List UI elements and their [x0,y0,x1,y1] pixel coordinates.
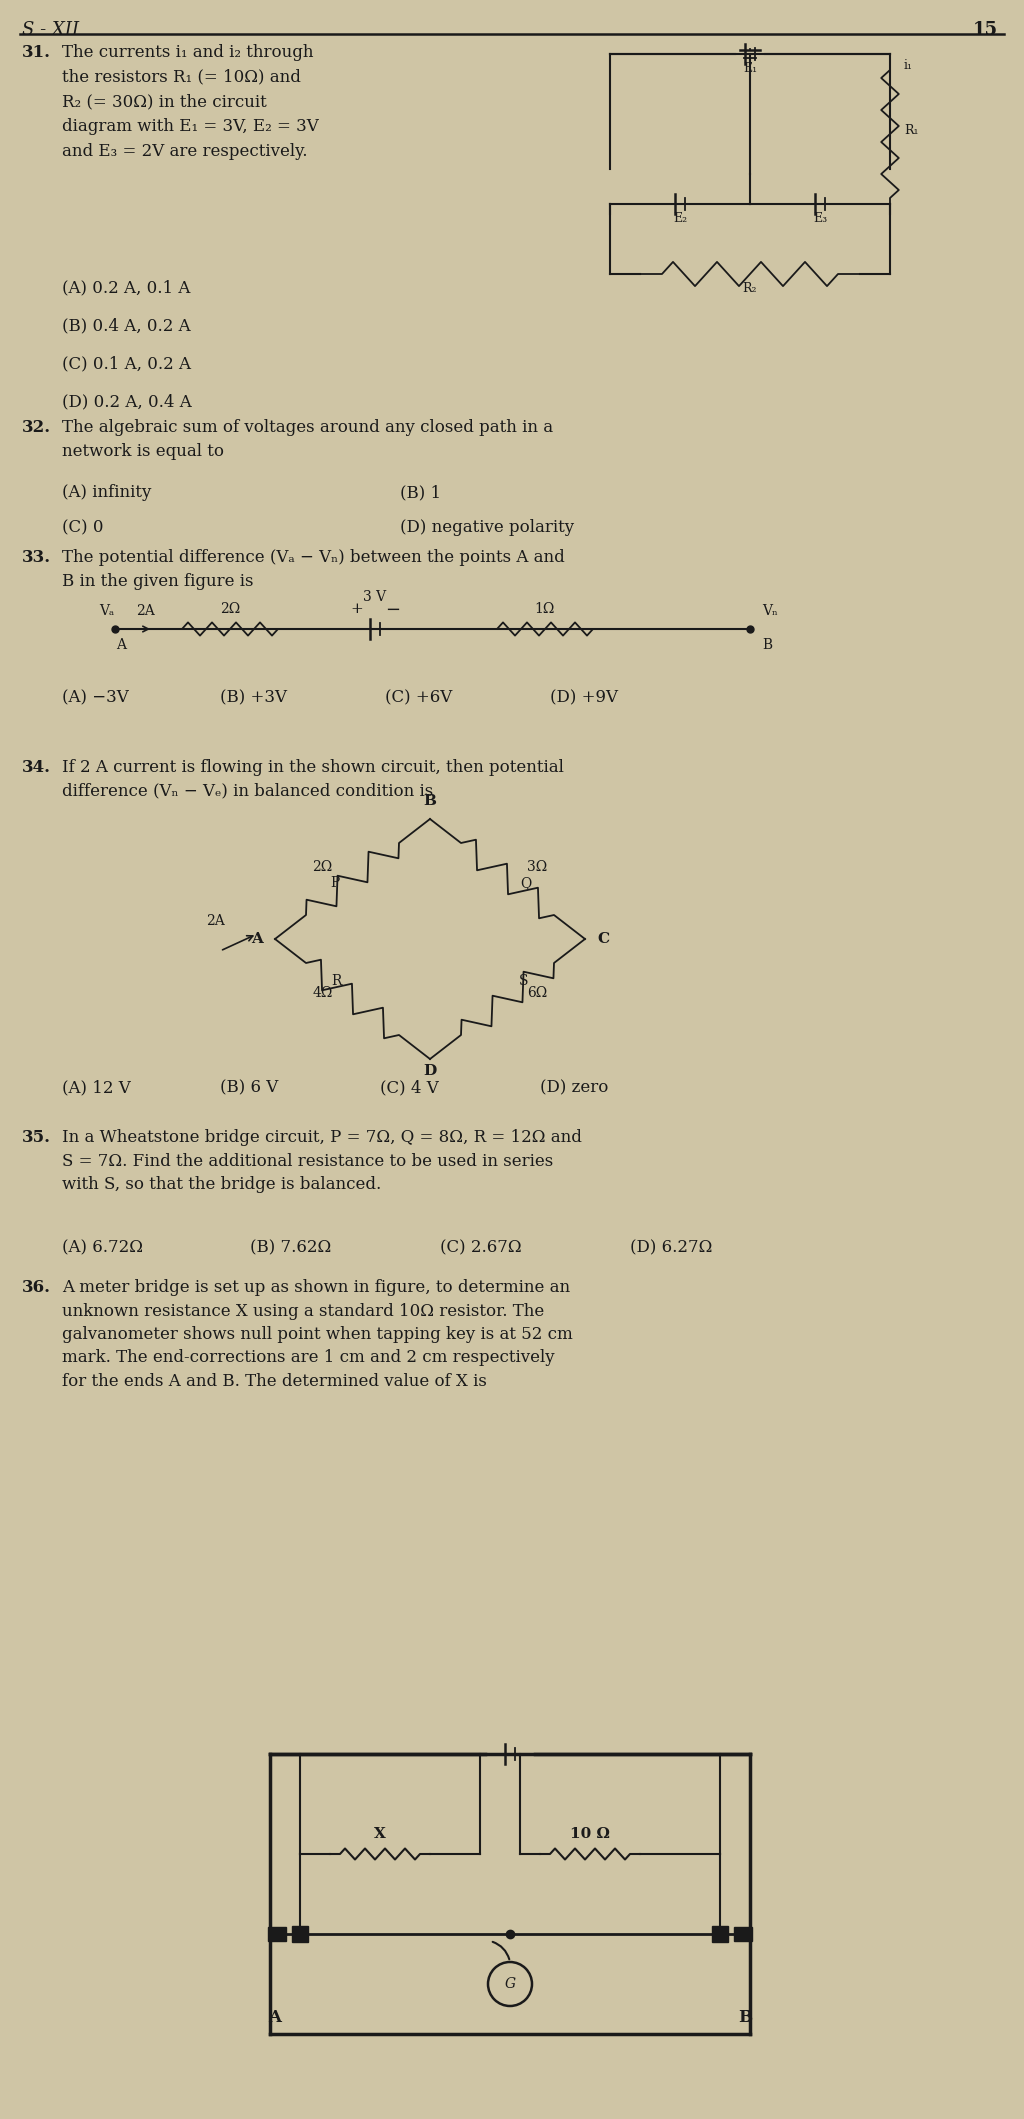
Text: 32.: 32. [22,420,51,437]
Text: 3Ω: 3Ω [527,860,548,873]
Text: B: B [424,795,436,807]
Text: (A) 6.72Ω: (A) 6.72Ω [62,1240,143,1257]
Text: (A) −3V: (A) −3V [62,689,129,706]
Text: (B) 1: (B) 1 [400,483,441,500]
Text: (C) 0.1 A, 0.2 A: (C) 0.1 A, 0.2 A [62,356,191,373]
Text: 2A: 2A [206,913,224,928]
Text: B: B [762,638,772,653]
Text: Vₐ: Vₐ [99,604,115,619]
Bar [268,1926,286,1941]
Text: Q: Q [520,875,531,890]
Text: (D) +9V: (D) +9V [550,689,618,706]
Text: (A) 12 V: (A) 12 V [62,1079,131,1096]
Text: 10 Ω: 10 Ω [570,1827,610,1841]
Text: Vₙ: Vₙ [762,604,778,619]
Text: (A) 0.2 A, 0.1 A: (A) 0.2 A, 0.1 A [62,280,190,297]
Text: (B) 6 V: (B) 6 V [220,1079,279,1096]
Text: P: P [330,875,339,890]
Text: E₂: E₂ [673,212,687,225]
Bar [292,1926,308,1941]
Text: (A) infinity: (A) infinity [62,483,152,500]
Text: The potential difference (Vₐ − Vₙ) between the points A and
B in the given figur: The potential difference (Vₐ − Vₙ) betwe… [62,549,565,589]
Text: 2Ω: 2Ω [312,860,333,873]
Text: D: D [423,1064,436,1079]
Text: E₃: E₃ [813,212,827,225]
Bar [734,1926,752,1941]
Text: (D) 0.2 A, 0.4 A: (D) 0.2 A, 0.4 A [62,392,191,409]
Text: (B) 7.62Ω: (B) 7.62Ω [250,1240,331,1257]
Text: (B) +3V: (B) +3V [220,689,287,706]
Text: A: A [251,932,263,945]
Text: X: X [374,1827,386,1841]
Text: 6Ω: 6Ω [527,985,548,1000]
Text: 4Ω: 4Ω [312,985,333,1000]
Text: 31.: 31. [22,44,51,61]
Text: In a Wheatstone bridge circuit, P = 7Ω, Q = 8Ω, R = 12Ω and
S = 7Ω. Find the add: In a Wheatstone bridge circuit, P = 7Ω, … [62,1129,582,1193]
Text: (D) negative polarity: (D) negative polarity [400,519,574,536]
Text: 34.: 34. [22,759,51,776]
Bar [712,1926,728,1941]
Text: B: B [738,2009,752,2026]
Text: C: C [597,932,609,945]
Text: E₁: E₁ [743,61,757,74]
Text: S - XII: S - XII [22,21,79,38]
Text: The algebraic sum of voltages around any closed path in a
network is equal to: The algebraic sum of voltages around any… [62,420,553,460]
Text: i₁: i₁ [904,59,913,72]
Text: (C) +6V: (C) +6V [385,689,453,706]
Text: 36.: 36. [22,1280,51,1297]
Text: +: + [350,602,364,617]
Text: (C) 2.67Ω: (C) 2.67Ω [440,1240,521,1257]
Text: −: − [385,602,400,619]
Text: S: S [519,975,528,987]
Text: If 2 A current is flowing in the shown circuit, then potential
difference (Vₙ − : If 2 A current is flowing in the shown c… [62,759,564,799]
Text: (D) 6.27Ω: (D) 6.27Ω [630,1240,713,1257]
Text: (D) zero: (D) zero [540,1079,608,1096]
Text: R₁: R₁ [904,125,919,138]
Text: 35.: 35. [22,1129,51,1146]
Text: (B) 0.4 A, 0.2 A: (B) 0.4 A, 0.2 A [62,318,190,335]
Text: R: R [332,975,342,987]
Text: 3 V: 3 V [364,589,387,604]
Text: 2Ω: 2Ω [220,602,240,617]
Text: 2A: 2A [135,604,155,619]
Text: (C) 0: (C) 0 [62,519,103,536]
Text: (C) 4 V: (C) 4 V [380,1079,438,1096]
Text: 15: 15 [973,21,998,38]
Text: G: G [505,1977,515,1992]
Text: The currents i₁ and i₂ through
the resistors R₁ (= 10Ω) and
R₂ (= 30Ω) in the ci: The currents i₁ and i₂ through the resis… [62,44,318,161]
Text: A: A [116,638,126,653]
Text: 1Ω: 1Ω [535,602,555,617]
Text: A: A [268,2009,282,2026]
Text: A meter bridge is set up as shown in figure, to determine an
unknown resistance : A meter bridge is set up as shown in fig… [62,1280,572,1390]
Text: R₂: R₂ [742,282,758,295]
Text: 33.: 33. [22,549,51,566]
